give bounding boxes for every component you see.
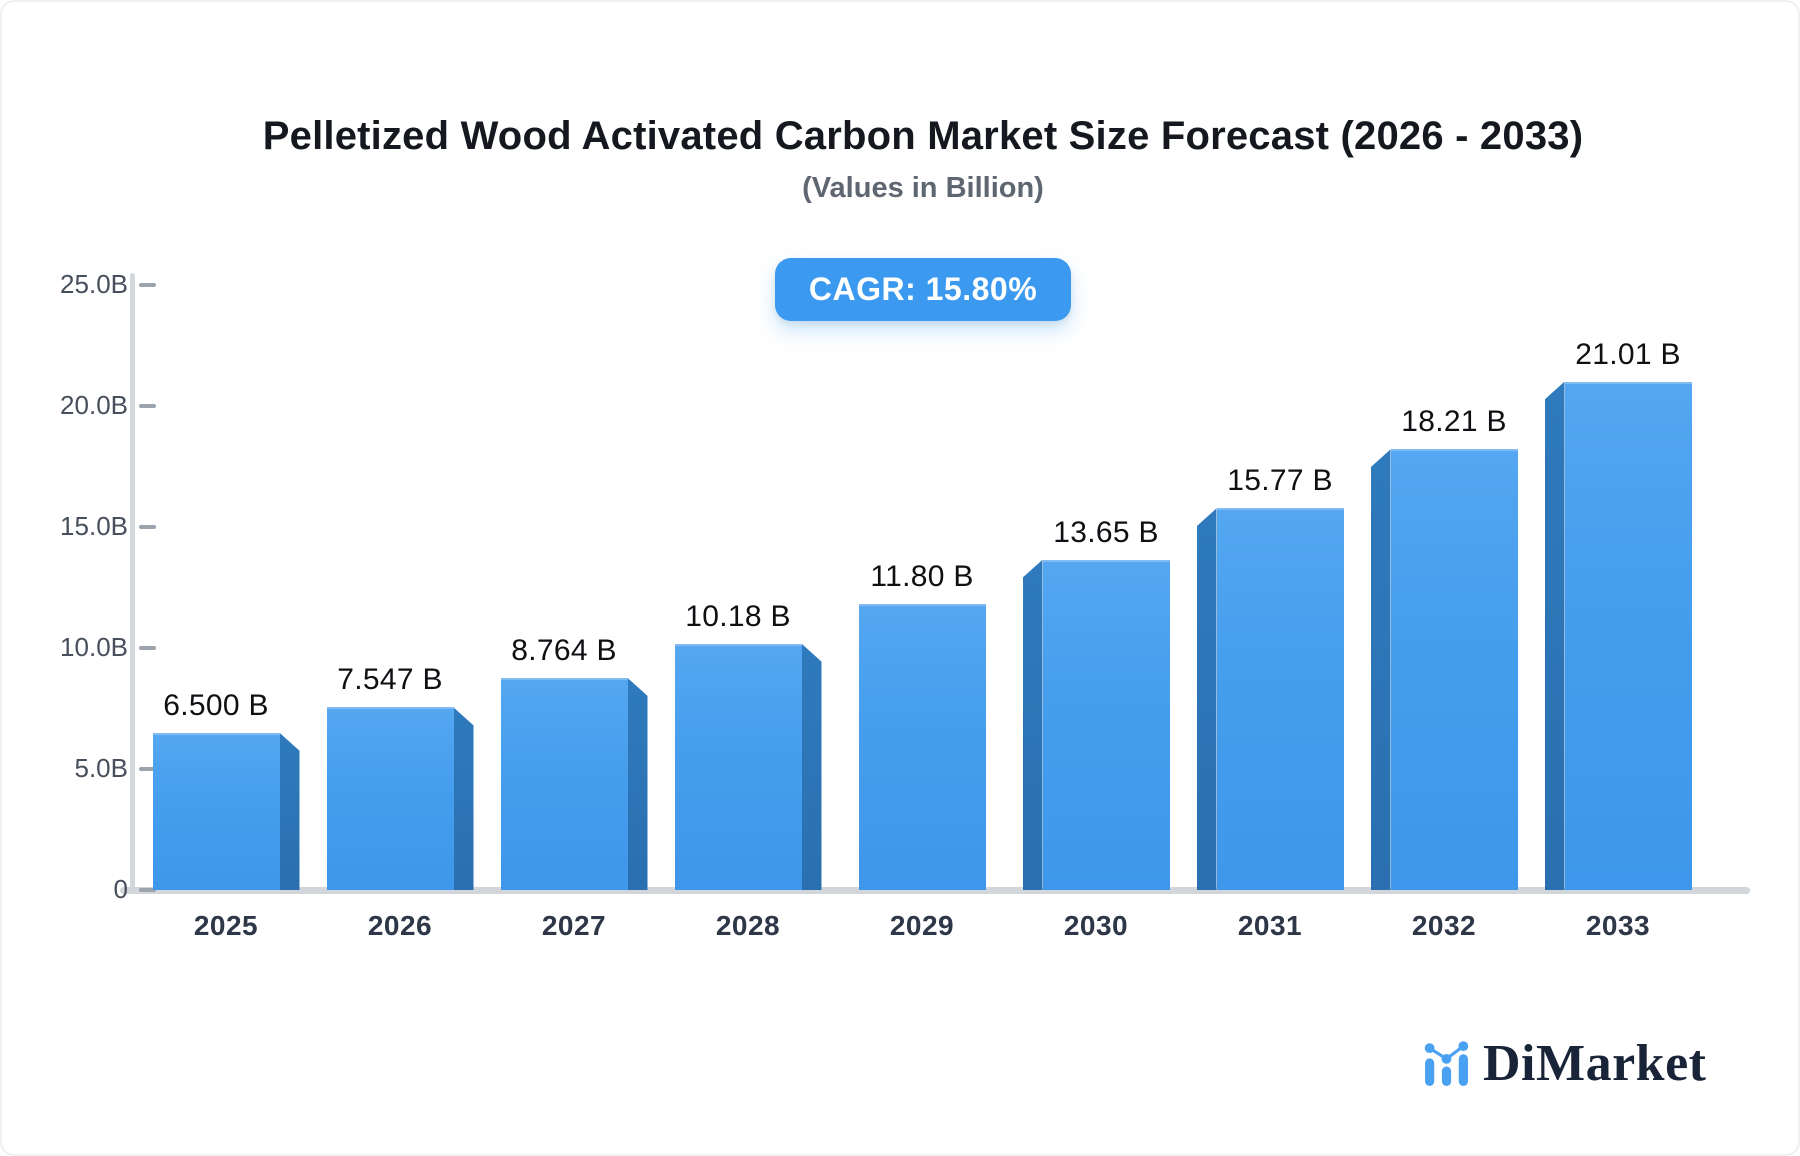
x-axis-labels: 2025 2026 2027 2028 2029 2030 2031 2032 2033	[139, 910, 1705, 942]
bar-3d-side	[1544, 381, 1565, 890]
y-tick-label: 15.0B	[60, 511, 128, 541]
y-tick-label: 20.0B	[60, 390, 128, 420]
bar-slot: 15.77 B	[1183, 285, 1357, 890]
x-tick-label-2028: 2028	[715, 910, 781, 941]
bar-2032: 18.21 B	[1370, 405, 1518, 890]
bar-value-label: 7.547 B	[337, 663, 443, 697]
y-tick-label: 5.0B	[74, 753, 129, 783]
x-tick-label-2030: 2030	[1063, 910, 1129, 941]
y-axis-line	[130, 273, 135, 891]
y-tick-dash	[139, 767, 156, 771]
bar-value-label: 11.80 B	[870, 560, 974, 594]
bar-2029: 11.80 B	[858, 560, 986, 890]
bar-slot: 18.21 B	[1357, 285, 1531, 890]
y-tick-dash	[139, 283, 156, 287]
bar-value-label: 18.21 B	[1401, 405, 1507, 439]
bar-face	[674, 643, 802, 890]
bar-3d-side	[279, 732, 300, 890]
bar-face	[500, 677, 628, 890]
cagr-badge: CAGR: 15.80%	[774, 258, 1072, 321]
bar-slot: 7.547 B	[313, 285, 487, 890]
bar-3d-side	[627, 677, 648, 890]
y-tick-label: 0	[113, 874, 128, 904]
x-tick-label-2029: 2029	[889, 910, 955, 941]
bar-2027: 8.764 B	[500, 634, 648, 890]
bar-value-label: 15.77 B	[1227, 464, 1333, 498]
cagr-badge-row: CAGR: 15.80%	[2, 258, 1798, 321]
bar-value-label: 6.500 B	[163, 688, 269, 722]
chart-title: Pelletized Wood Activated Carbon Market …	[262, 114, 1584, 158]
bar-slot: 11.80 B	[835, 285, 1009, 890]
bar-face	[858, 604, 986, 890]
bar-slot: 8.764 B	[487, 285, 661, 890]
x-tick-label-2025: 2025	[193, 910, 259, 941]
bar-3d-side	[801, 643, 822, 890]
bar-face	[1042, 559, 1170, 890]
y-tick-label: 25.0B	[60, 269, 128, 299]
y-tick-dash	[139, 404, 156, 408]
logo-text: DiMarket	[1483, 1035, 1707, 1092]
bar-slot: 21.01 B	[1531, 285, 1705, 890]
bar-2030: 13.65 B	[1022, 516, 1170, 890]
bar-value-label: 21.01 B	[1575, 337, 1681, 371]
x-tick-label-2026: 2026	[367, 910, 433, 941]
bar-3d-side	[1370, 449, 1391, 890]
x-axis-line	[120, 887, 1750, 894]
bar-3d-side	[1196, 508, 1217, 890]
bar-2031: 15.77 B	[1196, 464, 1344, 890]
logo-bar-line-chart-icon	[1424, 1041, 1469, 1086]
bar-2026: 7.547 B	[326, 663, 474, 890]
x-tick-label-2032: 2032	[1411, 910, 1477, 941]
bar-face	[152, 732, 280, 890]
bar-face	[1390, 449, 1518, 890]
bar-value-label: 13.65 B	[1053, 515, 1159, 549]
bar-slot: 6.500 B	[139, 285, 313, 890]
x-tick-label-2033: 2033	[1585, 910, 1651, 941]
bar-3d-side	[453, 707, 474, 890]
bar-face	[1216, 508, 1344, 890]
bar-face	[326, 707, 454, 890]
bar-2033: 21.01 B	[1544, 338, 1692, 890]
y-tick-dash	[139, 646, 156, 650]
bar-2025: 6.500 B	[152, 689, 300, 890]
dimarket-logo: DiMarket	[1423, 1035, 1707, 1092]
bar-2028: 10.18 B	[674, 600, 822, 890]
y-tick-dash	[139, 888, 156, 892]
bar-value-label: 8.764 B	[511, 633, 617, 667]
chart-subtitle: (Values in Billion)	[802, 172, 1044, 204]
bar-slot: 13.65 B	[1009, 285, 1183, 890]
x-tick-label-2027: 2027	[541, 910, 607, 941]
y-tick-dash	[139, 525, 156, 529]
bar-slot: 10.18 B	[661, 285, 835, 890]
y-tick-label: 10.0B	[60, 632, 128, 662]
bar-3d-side	[1022, 559, 1043, 890]
bar-face	[1564, 381, 1692, 890]
bars-row: 6.500 B 7.547 B 8.764 B 10.18 B 11.80 B 13.65…	[139, 285, 1705, 890]
x-tick-label-2031: 2031	[1237, 910, 1303, 941]
bar-value-label: 10.18 B	[685, 599, 791, 633]
